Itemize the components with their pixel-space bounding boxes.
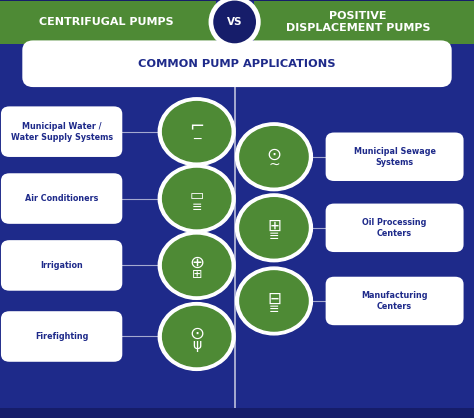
- Circle shape: [158, 232, 235, 299]
- FancyBboxPatch shape: [24, 42, 450, 86]
- Text: Oil Processing
Centers: Oil Processing Centers: [363, 218, 427, 238]
- Text: Manufacturing
Centers: Manufacturing Centers: [361, 291, 428, 311]
- Circle shape: [163, 306, 231, 367]
- Circle shape: [240, 127, 308, 187]
- Circle shape: [236, 194, 312, 262]
- Text: ≡: ≡: [269, 229, 279, 243]
- Text: Municipal Sewage
Systems: Municipal Sewage Systems: [354, 147, 436, 167]
- Circle shape: [240, 271, 308, 331]
- Circle shape: [163, 235, 231, 296]
- FancyBboxPatch shape: [1, 240, 122, 291]
- Circle shape: [236, 267, 312, 335]
- Circle shape: [240, 198, 308, 258]
- Text: CENTRIFUGAL PUMPS: CENTRIFUGAL PUMPS: [39, 17, 174, 27]
- Circle shape: [163, 168, 231, 229]
- Circle shape: [158, 98, 235, 166]
- Text: Firefighting: Firefighting: [35, 332, 88, 341]
- Text: COMMON PUMP APPLICATIONS: COMMON PUMP APPLICATIONS: [138, 59, 336, 69]
- Text: ─: ─: [193, 133, 201, 146]
- Text: Municipal Water /
Water Supply Systems: Municipal Water / Water Supply Systems: [10, 122, 113, 142]
- Text: ~: ~: [268, 158, 280, 172]
- Text: ⊟: ⊟: [267, 290, 281, 308]
- FancyBboxPatch shape: [1, 311, 122, 362]
- FancyBboxPatch shape: [0, 408, 474, 418]
- FancyBboxPatch shape: [0, 0, 474, 1]
- Text: Air Conditioners: Air Conditioners: [25, 194, 98, 203]
- Text: ⊙: ⊙: [266, 145, 282, 164]
- Text: ≡: ≡: [269, 303, 279, 316]
- Text: ▭: ▭: [190, 188, 204, 203]
- FancyBboxPatch shape: [326, 204, 464, 252]
- FancyBboxPatch shape: [0, 0, 216, 44]
- Circle shape: [158, 303, 235, 370]
- Text: ⊙: ⊙: [189, 325, 204, 343]
- FancyBboxPatch shape: [460, 0, 472, 44]
- Text: VS: VS: [227, 17, 242, 27]
- Text: POSITIVE
DISPLACEMENT PUMPS: POSITIVE DISPLACEMENT PUMPS: [286, 11, 430, 33]
- FancyBboxPatch shape: [1, 173, 122, 224]
- Text: ≡: ≡: [191, 201, 202, 214]
- Ellipse shape: [209, 0, 261, 48]
- FancyBboxPatch shape: [326, 133, 464, 181]
- Circle shape: [236, 123, 312, 191]
- Circle shape: [163, 102, 231, 162]
- Text: Irrigation: Irrigation: [40, 261, 83, 270]
- Text: ⊞: ⊞: [267, 217, 281, 235]
- Text: ⊞: ⊞: [191, 268, 202, 281]
- FancyBboxPatch shape: [1, 106, 122, 157]
- Text: ψ: ψ: [192, 338, 201, 352]
- FancyBboxPatch shape: [0, 0, 12, 44]
- FancyBboxPatch shape: [254, 0, 474, 44]
- Ellipse shape: [213, 0, 256, 43]
- Text: ⌐: ⌐: [189, 118, 204, 137]
- FancyBboxPatch shape: [326, 277, 464, 325]
- Text: ⊕: ⊕: [189, 254, 204, 273]
- Circle shape: [158, 165, 235, 232]
